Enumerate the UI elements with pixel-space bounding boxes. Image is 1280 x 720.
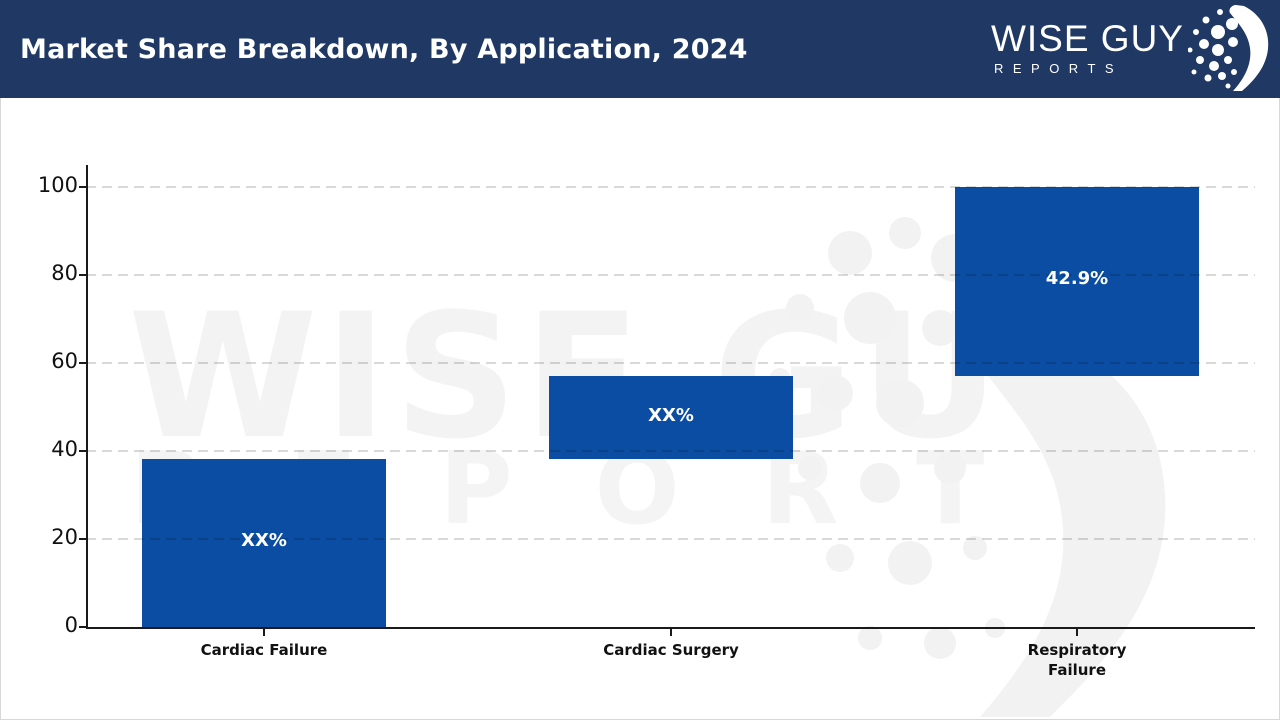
- logo-wordmark: WISE GUY: [990, 18, 1184, 60]
- bar-value-label: XX%: [648, 404, 694, 426]
- category-label: Respiratory Failure: [1027, 641, 1127, 680]
- gridline: [86, 538, 1255, 540]
- category-label: Cardiac Surgery: [603, 641, 739, 659]
- bar: [955, 187, 1199, 376]
- y-tick-label: 60: [51, 349, 78, 373]
- y-axis: [86, 165, 88, 629]
- logo-face-icon: [1188, 5, 1269, 91]
- y-tick-label: 40: [51, 437, 78, 461]
- bar: [549, 375, 793, 460]
- y-tick-label: 100: [37, 173, 78, 197]
- watermark-face-icon: [740, 214, 1166, 717]
- logo-subtitle: REPORTS: [993, 60, 1124, 76]
- page-title: Market Share Breakdown, By Application, …: [20, 33, 748, 65]
- x-tick-mark: [263, 629, 265, 636]
- x-tick-mark: [670, 629, 672, 636]
- y-tick-label: 20: [51, 525, 78, 549]
- y-tick-mark: [79, 362, 86, 364]
- y-tick-mark: [79, 626, 86, 628]
- y-tick-mark: [79, 450, 86, 452]
- gridline: [86, 274, 1255, 276]
- gridline: [86, 450, 1255, 452]
- y-tick-mark: [79, 186, 86, 188]
- logo: WISE GUY REPORTS: [991, 4, 1270, 92]
- gridline: [86, 186, 1255, 188]
- x-tick-mark: [1076, 629, 1078, 636]
- bar-value-label: XX%: [241, 530, 287, 552]
- header: Market Share Breakdown, By Application, …: [0, 0, 1280, 98]
- bar: [142, 459, 386, 627]
- logo-text: WISE GUY REPORTS: [990, 18, 1184, 76]
- bar-value-label: 42.9%: [1045, 268, 1109, 290]
- y-tick-label: 0: [64, 613, 78, 637]
- y-tick-mark: [79, 538, 86, 540]
- gridline: [86, 362, 1255, 364]
- y-tick-mark: [79, 274, 86, 276]
- category-label: Cardiac Failure: [200, 641, 328, 659]
- y-tick-label: 80: [51, 261, 78, 285]
- x-axis: [86, 627, 1255, 629]
